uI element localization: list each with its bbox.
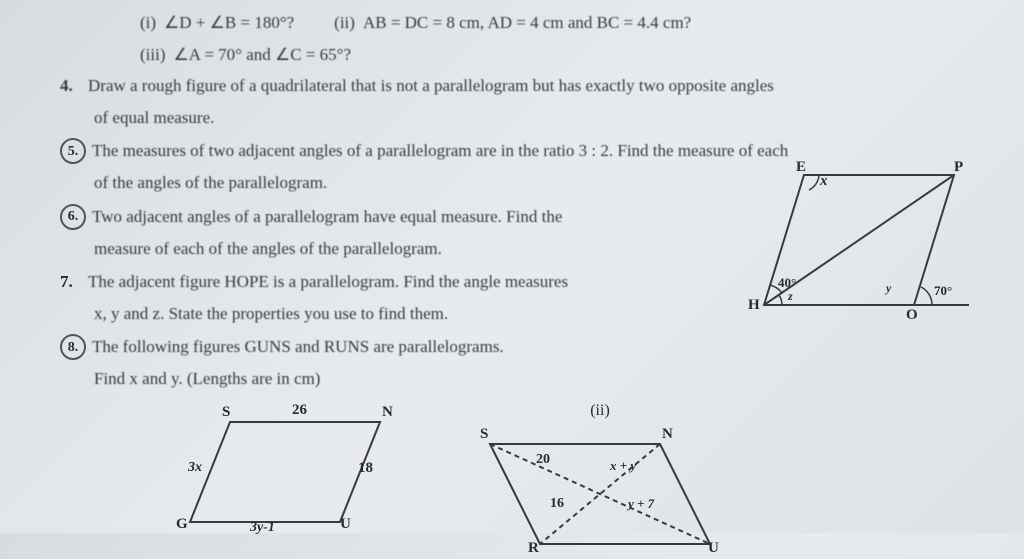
sub-ii: (ii) [334, 10, 355, 36]
runs-label-r: R [528, 540, 539, 557]
q6-number: 6. [60, 204, 86, 230]
guns-label-n: N [382, 404, 393, 421]
guns-label-g: G [176, 516, 188, 533]
hope-label-p: P [954, 159, 963, 176]
q7-text-1: The adjacent figure HOPE is a parallelog… [88, 269, 744, 295]
runs-label-n: N [662, 426, 673, 443]
top-i-text: ∠D + ∠B = 180°? [164, 13, 294, 32]
runs-label-u: U [708, 540, 719, 557]
guns-side-18: 18 [358, 460, 373, 477]
guns-label-s: S [222, 404, 230, 421]
runs-label-s: S [480, 426, 488, 443]
runs-seg-y7: y + 7 [628, 496, 654, 512]
runs-diagram: (ii) S N R U 20 16 x + y y + 7 [480, 402, 720, 554]
q8-text-2: Find x and y. (Lengths are in cm) [60, 366, 744, 392]
q4-number: 4. [60, 73, 88, 99]
runs-diag-20: 20 [536, 452, 550, 468]
guns-side-26: 26 [292, 402, 307, 419]
runs-seg-xy: x + y [610, 458, 636, 474]
q6-text-2: measure of each of the angles of the par… [60, 236, 744, 262]
hope-label-e: E [796, 159, 806, 176]
hope-label-o: O [906, 307, 918, 324]
guns-label-u: U [340, 516, 351, 533]
q8-number: 8. [60, 334, 86, 360]
q4-text-2: of equal measure. [60, 105, 984, 131]
hope-label-h: H [748, 297, 760, 314]
sub-i-left: (i) [140, 10, 156, 36]
runs-sub-label: (ii) [480, 402, 720, 420]
q7-number: 7. [60, 269, 88, 295]
hope-angle-z: z [788, 289, 793, 304]
runs-diag-16: 16 [550, 496, 564, 512]
sub-iii: (iii) [140, 42, 166, 68]
top-ii-text: AB = DC = 8 cm, AD = 4 cm and BC = 4.4 c… [363, 13, 691, 32]
hope-diagram: E P H O x 40° z y 70° [754, 155, 974, 335]
guns-side-3y: 3y-1 [250, 520, 275, 536]
guns-diagram: S N G U 26 18 3x 3y-1 [180, 402, 400, 542]
q8-text-1: The following figures GUNS and RUNS are … [92, 334, 744, 360]
top-iii-text: ∠A = 70° and ∠C = 65°? [174, 45, 352, 64]
hope-angle-70: 70° [934, 283, 952, 299]
q5-number: 5. [60, 138, 86, 164]
hope-angle-y: y [886, 281, 891, 296]
q4-text-1: Draw a rough figure of a quadrilateral t… [88, 73, 984, 99]
guns-side-3x: 3x [188, 460, 202, 476]
q6-text-1: Two adjacent angles of a parallelogram h… [92, 204, 744, 230]
hope-angle-x: x [820, 173, 828, 190]
q7-text-2: x, y and z. State the properties you use… [60, 301, 744, 327]
